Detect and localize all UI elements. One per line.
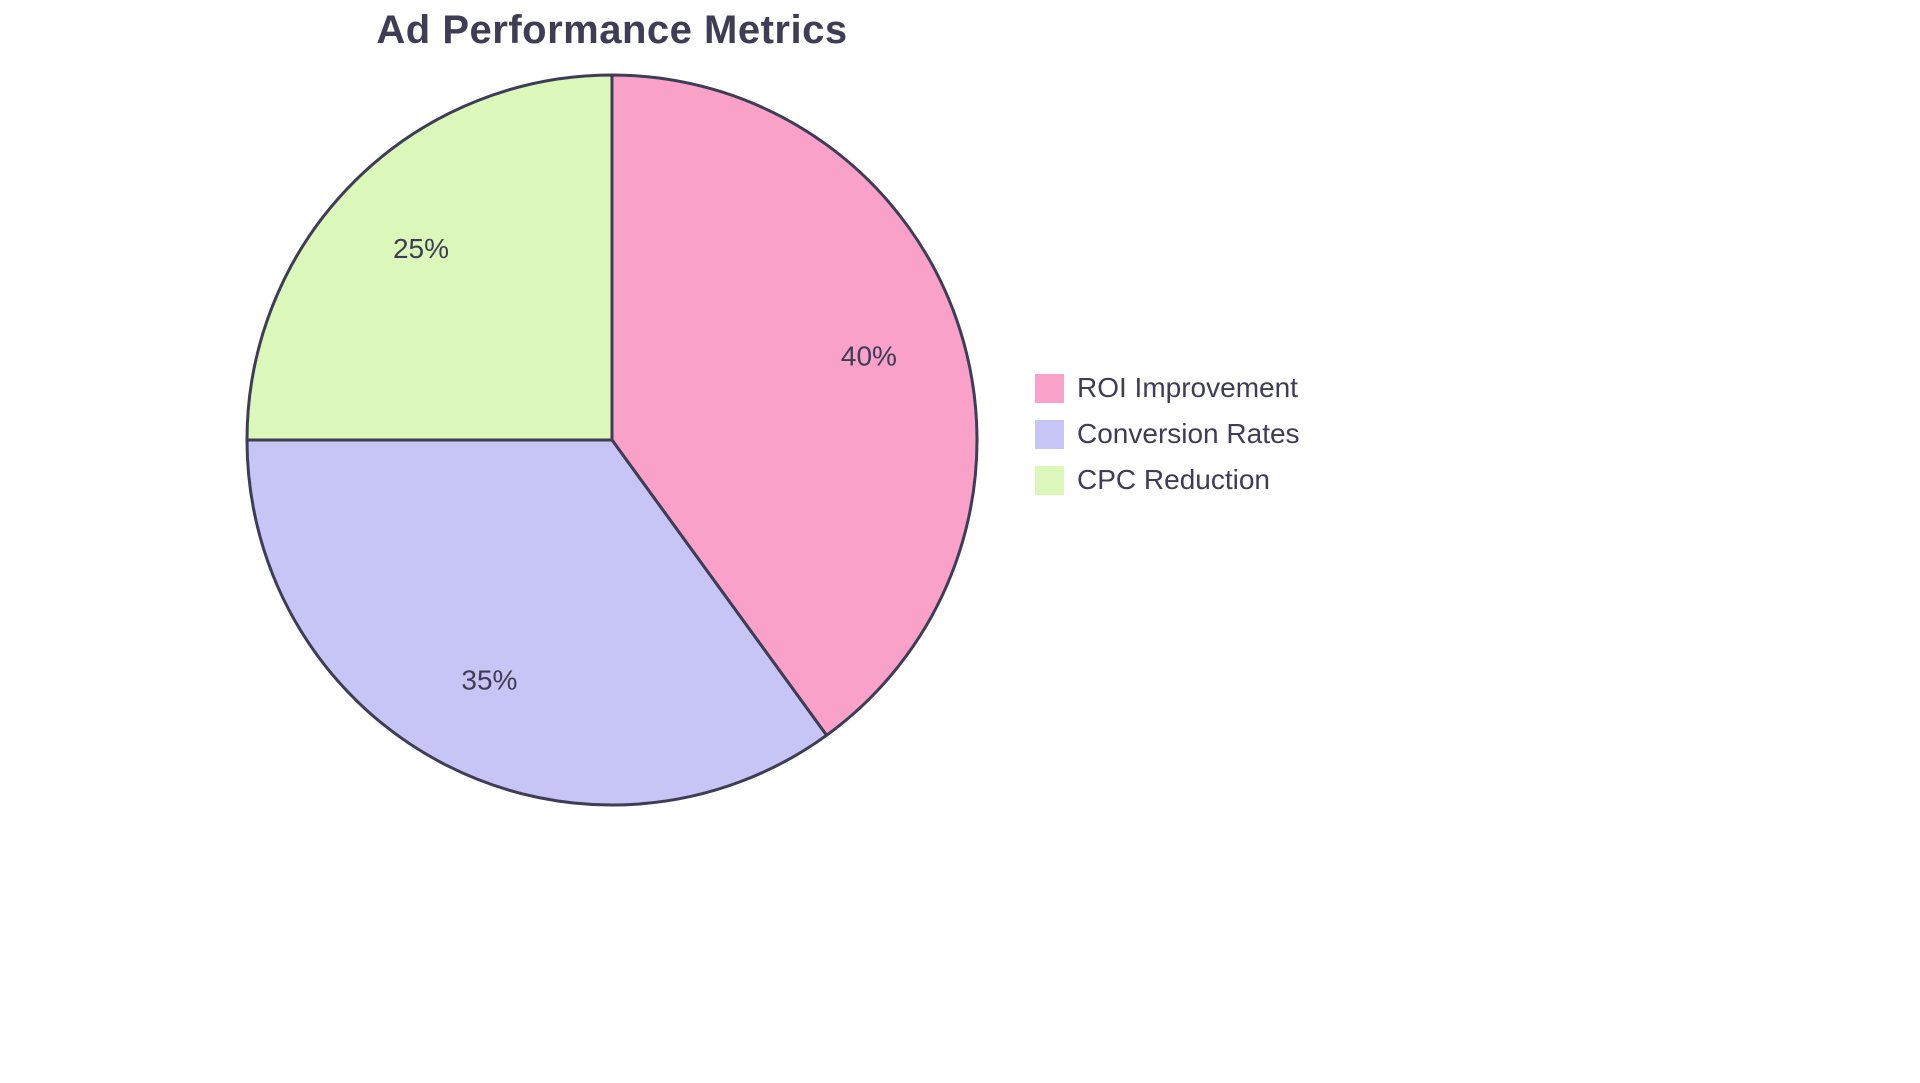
legend-swatch-cpc-reduction xyxy=(1035,465,1064,495)
legend-item: Conversion Rates xyxy=(1035,418,1300,450)
slice-percent-label-conversion-rates: 35% xyxy=(461,665,517,696)
chart-title: Ad Performance Metrics xyxy=(376,8,848,52)
legend-label-roi-improvement: ROI Improvement xyxy=(1077,372,1298,403)
legend-item: ROI Improvement xyxy=(1035,372,1300,404)
slice-percent-label-roi-improvement: 40% xyxy=(841,341,897,372)
legend-item: CPC Reduction xyxy=(1035,464,1300,496)
legend-swatch-roi-improvement xyxy=(1035,373,1064,403)
pie-slice-conversion-rates xyxy=(245,438,829,807)
legend-label-cpc-reduction: CPC Reduction xyxy=(1077,464,1270,495)
pie-slice-roi-improvement xyxy=(610,73,979,737)
slice-percent-label-cpc-reduction: 25% xyxy=(393,233,449,264)
legend-swatch-conversion-rates xyxy=(1035,419,1064,449)
pie-slice-cpc-reduction xyxy=(245,73,614,442)
legend-label-conversion-rates: Conversion Rates xyxy=(1077,418,1300,449)
chart-legend: ROI Improvement Conversion Rates CPC Red… xyxy=(1035,372,1300,496)
